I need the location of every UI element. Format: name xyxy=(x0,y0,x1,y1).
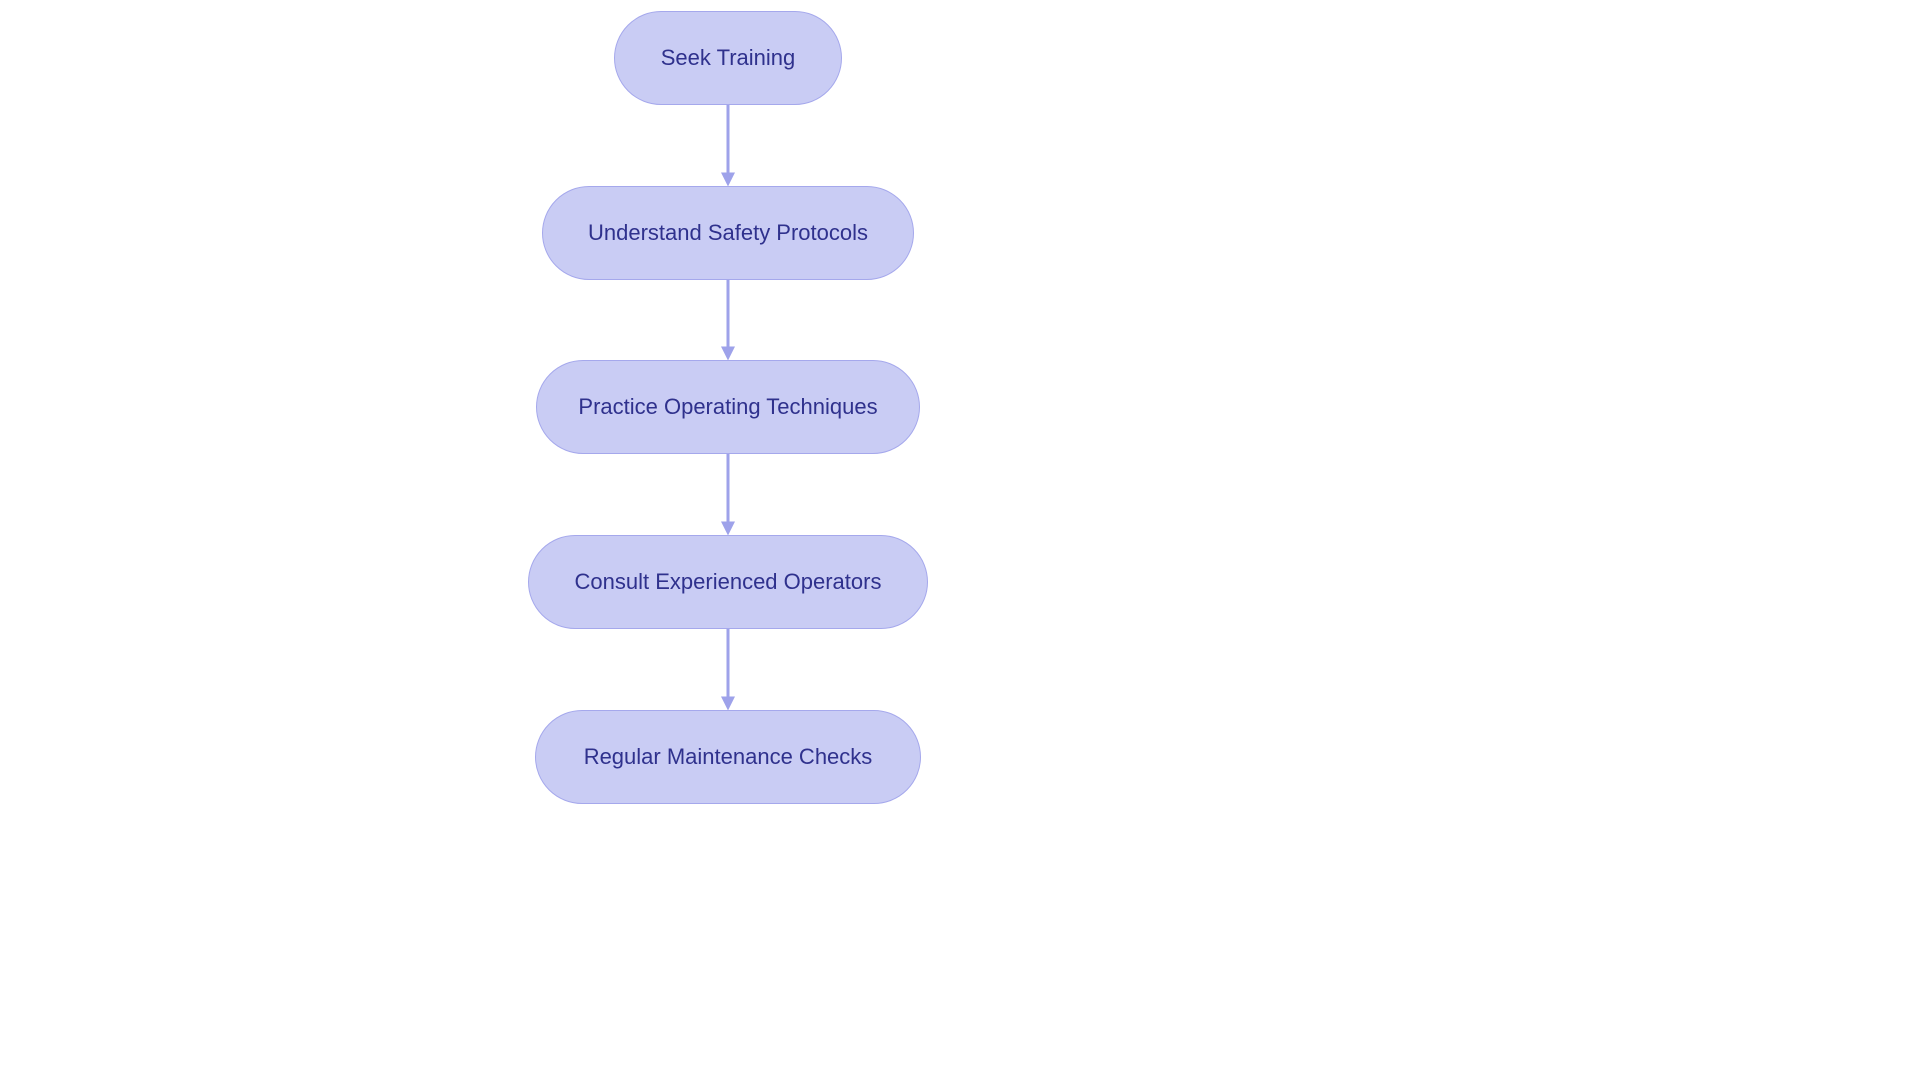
flowchart-node: Understand Safety Protocols xyxy=(542,186,914,280)
flowchart-node-label: Regular Maintenance Checks xyxy=(584,744,873,770)
flowchart-node-label: Seek Training xyxy=(661,45,796,71)
flowchart-canvas: Seek Training Understand Safety Protocols… xyxy=(0,0,1920,1083)
flowchart-node-label: Understand Safety Protocols xyxy=(588,220,868,246)
flowchart-node: Regular Maintenance Checks xyxy=(535,710,921,804)
flowchart-node: Consult Experienced Operators xyxy=(528,535,928,629)
flowchart-node: Seek Training xyxy=(614,11,842,105)
flowchart-node-label: Practice Operating Techniques xyxy=(578,394,877,420)
flowchart-node-label: Consult Experienced Operators xyxy=(575,569,882,595)
flowchart-edges xyxy=(0,0,1920,1083)
flowchart-node: Practice Operating Techniques xyxy=(536,360,920,454)
